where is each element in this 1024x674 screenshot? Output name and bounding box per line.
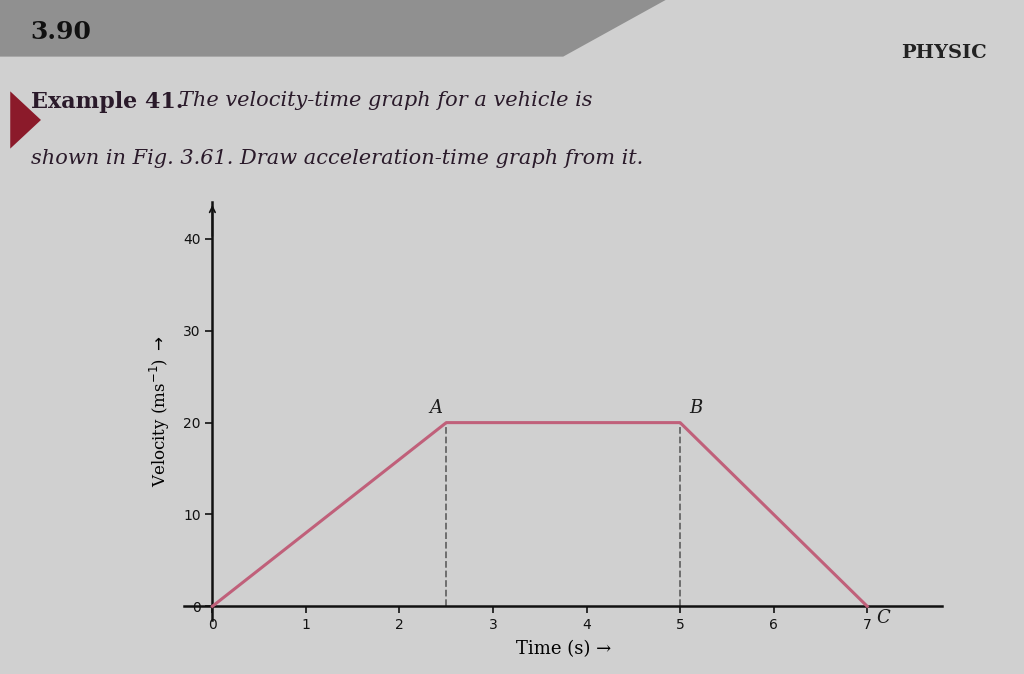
Polygon shape (10, 91, 41, 148)
Text: A: A (429, 400, 442, 417)
Text: C: C (877, 609, 890, 627)
Polygon shape (0, 0, 666, 57)
Text: shown in Fig. 3.61. Draw acceleration-time graph from it.: shown in Fig. 3.61. Draw acceleration-ti… (31, 148, 643, 168)
Y-axis label: Velocity (ms$^{-1}$) $\rightarrow$: Velocity (ms$^{-1}$) $\rightarrow$ (147, 335, 172, 487)
Text: Example 41.: Example 41. (31, 91, 183, 113)
Text: PHYSIC: PHYSIC (901, 44, 987, 61)
Text: B: B (689, 400, 702, 417)
Text: The velocity-time graph for a vehicle is: The velocity-time graph for a vehicle is (179, 91, 593, 111)
Text: 3.90: 3.90 (31, 20, 91, 44)
X-axis label: Time (s) →: Time (s) → (515, 640, 611, 658)
